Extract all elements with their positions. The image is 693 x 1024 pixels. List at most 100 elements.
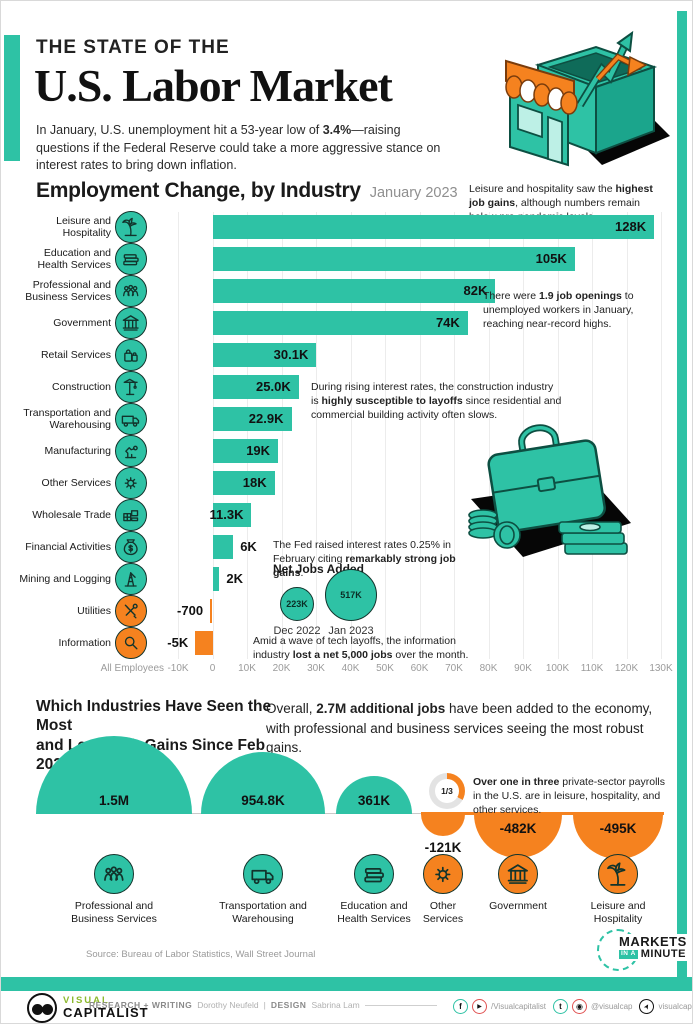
chart-subtitle: January 2023: [369, 185, 458, 201]
industry-caption: Professional and Business Services: [71, 900, 157, 925]
binoculars-icon: [27, 993, 57, 1023]
education-health-icon: [123, 254, 139, 266]
vc-line1: VISUAL: [63, 995, 110, 1007]
leisure-hospitality-icon: [607, 862, 626, 886]
teal-divider-band: [1, 977, 692, 991]
gridline: [281, 212, 283, 659]
mining-logging-icon: [124, 572, 138, 587]
net-jobs-bubble: 517K: [325, 569, 377, 621]
x-tick-label: 110K: [580, 663, 604, 674]
bubble-baseline-orange: [421, 812, 664, 815]
cash-stack-icon: [558, 521, 628, 555]
instagram-icon[interactable]: ◉: [572, 999, 587, 1014]
design-name: Sabrina Lam: [311, 1000, 360, 1010]
gridline: [419, 212, 421, 659]
industry-label: Utilities: [77, 604, 111, 617]
bar-value: 6K: [240, 539, 257, 554]
transportation-icon: [122, 415, 140, 428]
net-jobs-bubble: 223K: [280, 587, 314, 621]
transportation-icon: [251, 870, 274, 885]
bar-row: Information -5K: [1, 627, 692, 659]
briefcase-illustration: [453, 403, 645, 580]
bar-row: Financial Activities 6K: [1, 531, 692, 563]
intro-paragraph: In January, U.S. unemployment hit a 53-y…: [36, 123, 441, 172]
construction-icon: [123, 379, 139, 396]
x-tick-label: 60K: [410, 663, 429, 674]
bar: [212, 439, 279, 463]
research-writing-name: Dorothy Neufeld: [197, 1000, 259, 1010]
information-icon-badge: [115, 627, 147, 659]
industry-caption: Government: [489, 900, 547, 912]
gridline: [212, 212, 214, 659]
social-handle-main[interactable]: /Visualcapitalist: [491, 1002, 546, 1011]
manufacturing-icon-badge: [115, 435, 147, 467]
gridline: [350, 212, 352, 659]
x-tick-label: 20K: [272, 663, 291, 674]
bubble-value: 361K: [357, 793, 391, 808]
retail-icon-badge: [115, 339, 147, 371]
bar: [212, 567, 220, 591]
bar-value: 74K: [435, 315, 460, 330]
industry-caption: Other Services: [422, 900, 464, 925]
website-cursor-icon[interactable]: ➤: [636, 996, 658, 1017]
social-handle-instagram[interactable]: @visualcap: [591, 1002, 633, 1011]
construction-icon-badge: [115, 371, 147, 403]
leisure-hospitality-icon-badge: [115, 211, 147, 243]
manufacturing-icon: [125, 445, 139, 459]
bar-value: 82K: [463, 283, 488, 298]
education-health-icon-badge: [354, 854, 394, 894]
bar-value: 18K: [242, 475, 267, 490]
professional-business-icon-badge: [94, 854, 134, 894]
industry-label: Transportation and Warehousing: [23, 406, 111, 431]
miam-line2b: MINUTE: [640, 947, 686, 960]
bar-row: Construction 25.0K: [1, 371, 692, 403]
bar: [212, 215, 655, 239]
design-label: DESIGN: [270, 1000, 307, 1010]
industry-label: Construction: [52, 380, 111, 393]
facebook-icon[interactable]: f: [453, 999, 468, 1014]
bar: [212, 311, 468, 335]
research-writing-label: RESEARCH + WRITING: [89, 1000, 193, 1010]
information-icon: [125, 636, 138, 650]
bar-row: Retail Services 30.1K: [1, 339, 692, 371]
gridline: [661, 212, 662, 659]
bar-row: Government 74K: [1, 307, 692, 339]
twitter-icon[interactable]: t: [553, 999, 568, 1014]
gridline: [454, 212, 455, 659]
transportation-icon-badge: [115, 403, 147, 435]
gridline: [488, 212, 490, 659]
x-tick-label: 120K: [614, 663, 639, 674]
bar-value: 19K: [246, 443, 271, 458]
x-tick-label: 90K: [514, 663, 532, 674]
mining-logging-icon-badge: [115, 563, 147, 595]
bar-row: Education and Health Services 105K: [1, 243, 692, 275]
x-tick-label: 40K: [341, 663, 360, 674]
job-openings-annotation: There were 1.9 job openings to unemploye…: [483, 290, 634, 331]
bar: [195, 631, 213, 655]
industry-caption: Education and Health Services: [337, 900, 411, 925]
gridline: [247, 212, 248, 659]
bar: [212, 343, 317, 367]
miam-line2a: IN A: [619, 950, 638, 959]
industry-bubble: [421, 814, 465, 836]
awning: [505, 75, 578, 115]
bar-value: -700: [177, 603, 204, 618]
youtube-icon[interactable]: ▶: [472, 999, 487, 1014]
industry-label: Government: [53, 316, 111, 329]
industry-label: Professional and Business Services: [25, 278, 111, 303]
net-jobs-date: Jan 2023: [328, 625, 374, 637]
store-illustration: [476, 13, 672, 176]
website-url[interactable]: visualcapitalist.com: [658, 1002, 693, 1011]
credits-divider: |: [263, 1000, 266, 1010]
axis-label-all-employees: All Employees: [100, 663, 164, 674]
one-third-annotation: Over one in three private-sector payroll…: [473, 776, 665, 817]
gridline: [626, 212, 628, 659]
bar: [212, 471, 275, 495]
page-title: U.S. Labor Market: [34, 60, 393, 111]
bar-row: Professional and Business Services 82K: [1, 275, 692, 307]
other-services-icon: [124, 477, 138, 490]
information-annotation: Amid a wave of tech layoffs, the informa…: [253, 635, 469, 662]
industry-label: Wholesale Trade: [32, 508, 111, 521]
gridline: [592, 212, 593, 659]
